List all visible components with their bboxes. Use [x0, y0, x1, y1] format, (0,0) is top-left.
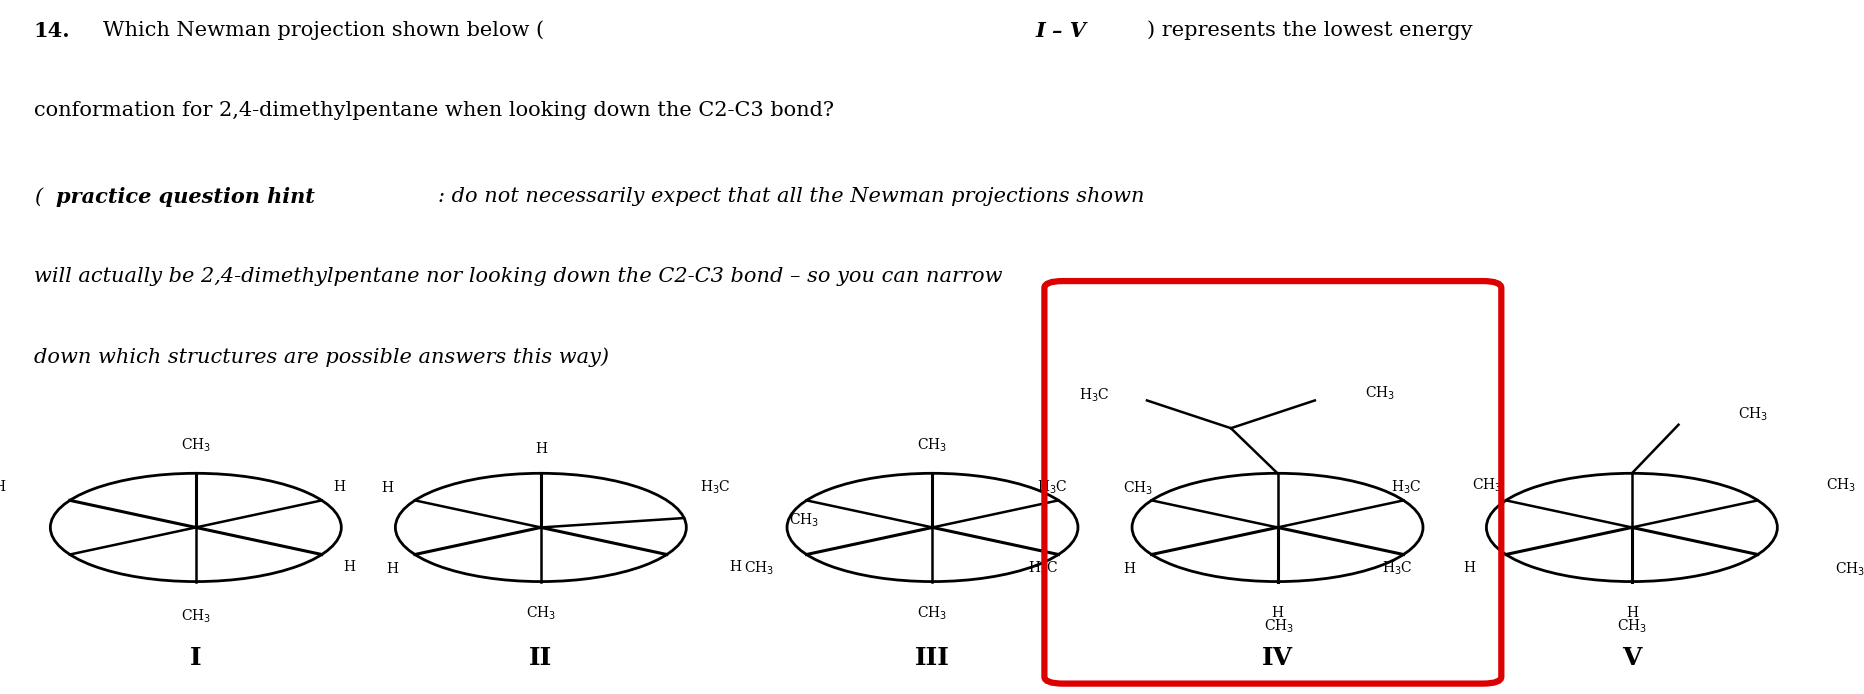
- Text: III: III: [915, 645, 949, 670]
- Text: practice question hint: practice question hint: [56, 187, 315, 208]
- Text: I – V: I – V: [1035, 21, 1085, 41]
- Text: H: H: [334, 480, 345, 494]
- Text: ) represents the lowest energy: ) represents the lowest energy: [1146, 21, 1473, 40]
- Text: CH$_3$: CH$_3$: [1471, 476, 1501, 494]
- Text: down which structures are possible answers this way): down which structures are possible answe…: [34, 347, 608, 366]
- Text: CH$_3$: CH$_3$: [1616, 618, 1646, 636]
- Text: H$_3$C: H$_3$C: [1381, 559, 1411, 577]
- Text: H: H: [729, 559, 740, 574]
- Text: H: H: [1122, 562, 1135, 576]
- Text: CH$_3$: CH$_3$: [788, 511, 818, 529]
- Text: CH$_3$: CH$_3$: [744, 559, 774, 577]
- Text: H: H: [1271, 606, 1282, 620]
- Text: will actually be 2,4-dimethylpentane nor looking down the C2-C3 bond – so you ca: will actually be 2,4-dimethylpentane nor…: [34, 267, 1001, 286]
- Text: H: H: [535, 442, 546, 456]
- Text: H: H: [1625, 606, 1637, 620]
- Text: H$_3$C: H$_3$C: [1079, 387, 1109, 405]
- Text: conformation for 2,4-dimethylpentane when looking down the C2-C3 bond?: conformation for 2,4-dimethylpentane whe…: [34, 101, 833, 119]
- Text: H: H: [382, 481, 393, 496]
- Text: H: H: [0, 480, 6, 494]
- Text: CH$_3$: CH$_3$: [1834, 561, 1864, 579]
- Text: CH$_3$: CH$_3$: [1825, 476, 1855, 494]
- Text: CH$_3$: CH$_3$: [1264, 618, 1294, 636]
- Text: : do not necessarily expect that all the Newman projections shown: : do not necessarily expect that all the…: [438, 187, 1144, 206]
- Text: H$_3$C: H$_3$C: [1027, 559, 1057, 577]
- Text: H$_3$C: H$_3$C: [1391, 478, 1420, 496]
- Text: CH$_3$: CH$_3$: [181, 607, 211, 625]
- Text: V: V: [1622, 645, 1640, 670]
- Text: CH$_3$: CH$_3$: [917, 604, 947, 622]
- Text: H: H: [343, 559, 354, 574]
- Text: CH$_3$: CH$_3$: [1122, 480, 1154, 497]
- Text: I: I: [190, 645, 201, 670]
- Text: CH$_3$: CH$_3$: [1737, 405, 1767, 423]
- Text: IV: IV: [1262, 645, 1292, 670]
- Text: CH$_3$: CH$_3$: [181, 437, 211, 455]
- Text: (: (: [34, 187, 41, 206]
- Text: H: H: [386, 562, 399, 576]
- Text: H: H: [1463, 561, 1474, 575]
- Text: Which Newman projection shown below (: Which Newman projection shown below (: [103, 21, 544, 40]
- Text: II: II: [529, 645, 552, 670]
- Text: CH$_3$: CH$_3$: [1364, 384, 1394, 403]
- Text: CH$_3$: CH$_3$: [917, 437, 947, 455]
- Text: H$_3$C: H$_3$C: [699, 478, 731, 496]
- Text: H$_3$C: H$_3$C: [1036, 478, 1066, 496]
- Text: 14.: 14.: [34, 21, 71, 41]
- Text: CH$_3$: CH$_3$: [526, 604, 555, 622]
